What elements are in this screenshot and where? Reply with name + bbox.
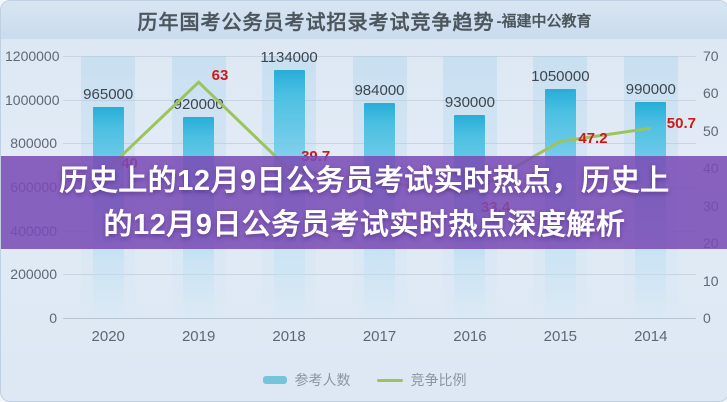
gridline bbox=[63, 318, 696, 319]
overlay-title-line1: 历史上的12月9日公务员考试实时热点，历史上 bbox=[59, 164, 670, 197]
legend-label-ratio: 竞争比例 bbox=[410, 372, 467, 388]
overlay-banner: 历史上的12月9日公务员考试实时热点，历史上 的12月9日公务员考试实时热点深度… bbox=[1, 156, 727, 249]
line-value-label: 50.7 bbox=[666, 115, 696, 133]
gridline bbox=[63, 56, 696, 57]
right-axis-tick: 50 bbox=[703, 122, 719, 139]
bar-value-label: 990000 bbox=[625, 80, 676, 98]
x-axis-label: 2020 bbox=[91, 328, 125, 345]
right-axis-tick: 60 bbox=[703, 85, 719, 102]
x-axis-label: 2018 bbox=[272, 328, 306, 345]
x-axis-label: 2016 bbox=[453, 328, 487, 345]
line-value-label: 47.2 bbox=[578, 130, 608, 148]
x-axis-label: 2014 bbox=[634, 328, 668, 345]
left-axis-tick: 200000 bbox=[10, 266, 57, 283]
right-axis-tick: 70 bbox=[703, 48, 719, 64]
bar-value-label: 930000 bbox=[444, 93, 495, 111]
left-axis-tick: 1200000 bbox=[5, 48, 60, 64]
bar-value-label: 920000 bbox=[173, 96, 224, 114]
legend: 参考人数 竞争比例 bbox=[1, 369, 727, 391]
x-axis-label: 2017 bbox=[362, 328, 397, 345]
x-axis-label: 2019 bbox=[181, 328, 216, 345]
left-axis-tick: 0 bbox=[49, 310, 57, 326]
chart-header: 历年国考公务员考试招录考试竞争趋势 -福建中公教育 bbox=[1, 1, 727, 39]
line-swatch-icon bbox=[376, 378, 403, 382]
right-axis-tick: 10 bbox=[703, 272, 719, 289]
legend-item-participants[interactable]: 参考人数 bbox=[262, 370, 351, 390]
legend-label-participants: 参考人数 bbox=[294, 372, 351, 388]
right-axis-tick: 0 bbox=[703, 310, 711, 326]
bar-value-label: 1134000 bbox=[260, 49, 318, 67]
line-value-label: 63 bbox=[211, 67, 229, 85]
overlay-title-line2: 的12月9日公务员考试实时热点深度解析 bbox=[103, 208, 626, 241]
legend-item-ratio[interactable]: 竞争比例 bbox=[376, 370, 467, 390]
chart-title-suffix: -福建中公教育 bbox=[496, 12, 592, 30]
bar-value-label: 1050000 bbox=[531, 67, 590, 85]
bar-value-label: 965000 bbox=[83, 86, 134, 104]
left-axis-tick: 800000 bbox=[10, 135, 57, 152]
bar-swatch-icon bbox=[262, 376, 287, 384]
bar-value-label: 984000 bbox=[354, 82, 405, 100]
x-axis-label: 2015 bbox=[543, 328, 578, 345]
chart-title: 历年国考公务员考试招录考试竞争趋势 bbox=[137, 11, 495, 34]
left-axis-tick: 1000000 bbox=[5, 91, 60, 108]
